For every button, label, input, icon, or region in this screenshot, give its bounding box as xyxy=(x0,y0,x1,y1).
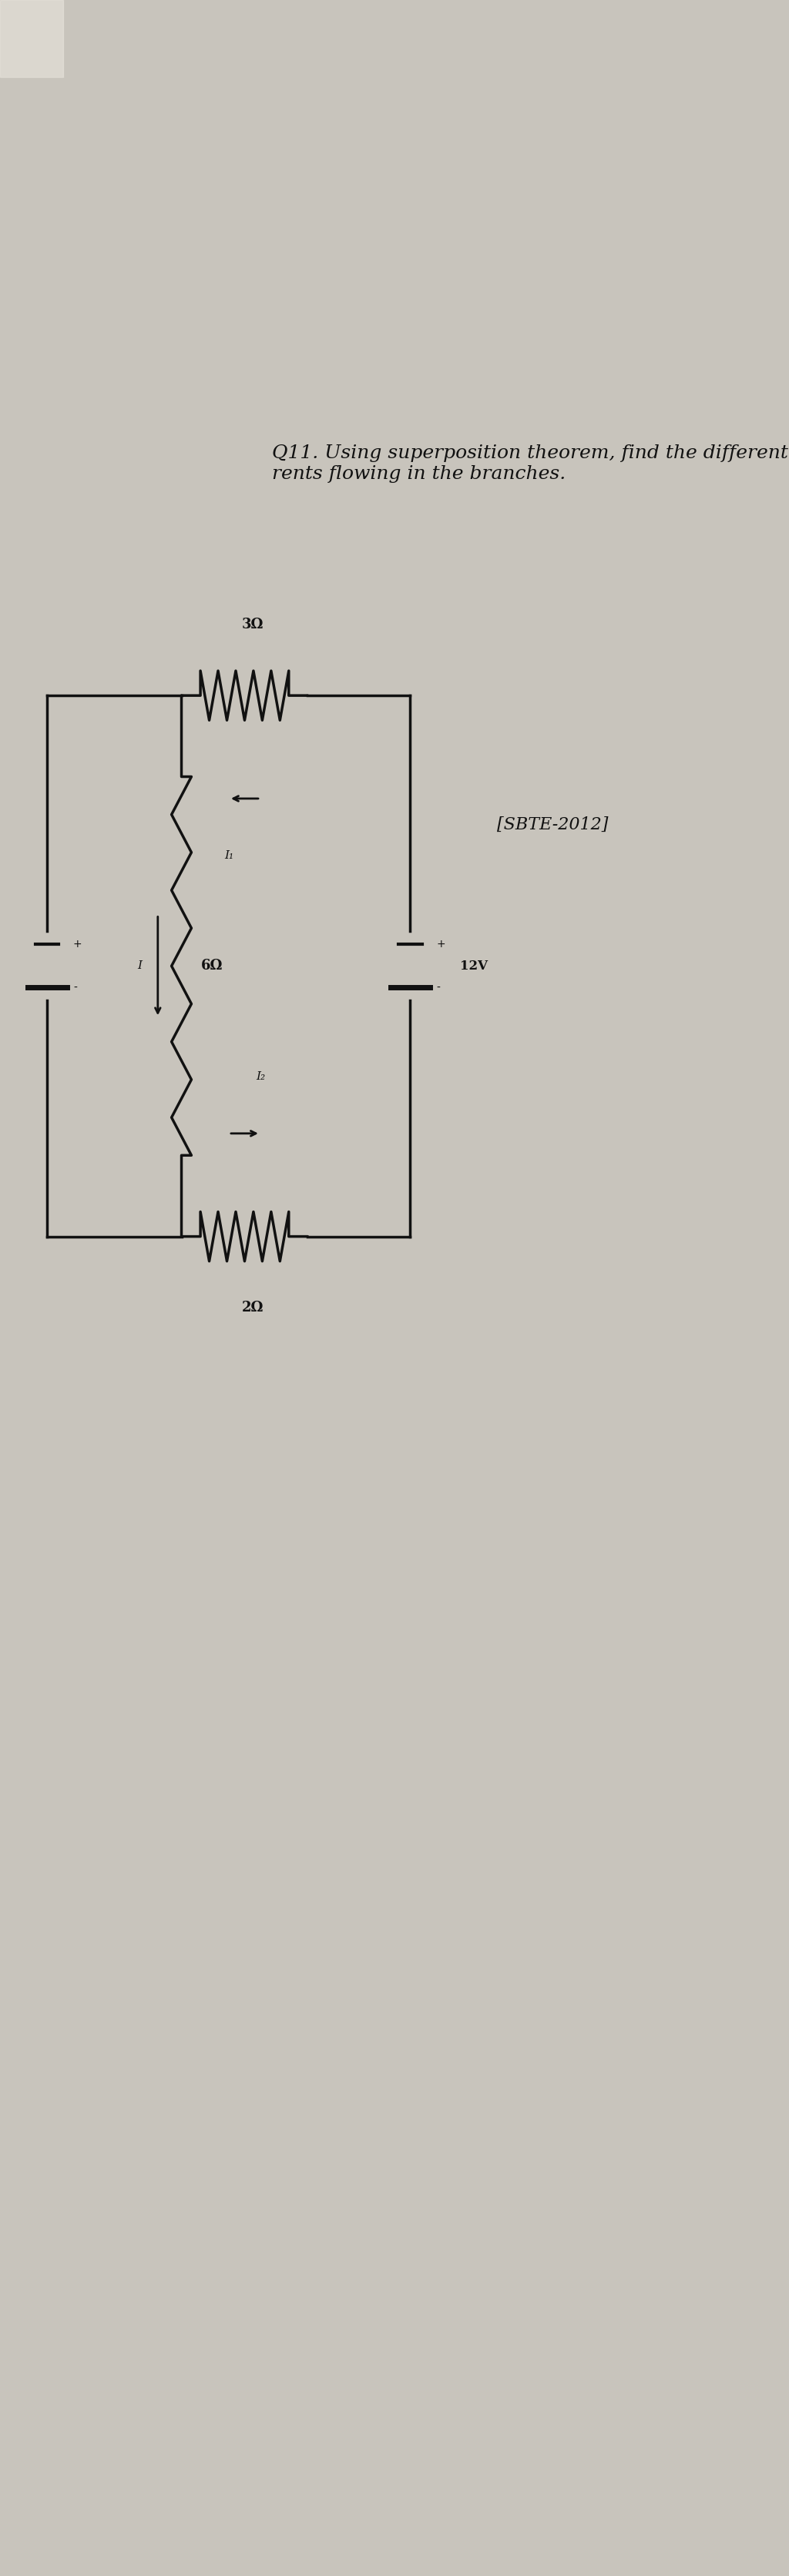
Text: +: + xyxy=(73,940,82,951)
Text: 3Ω: 3Ω xyxy=(241,618,264,631)
Text: -: - xyxy=(436,981,440,992)
Text: I₁: I₁ xyxy=(224,850,234,860)
Text: +: + xyxy=(436,940,445,951)
Text: -: - xyxy=(73,981,77,992)
Text: 2Ω: 2Ω xyxy=(241,1301,264,1314)
Text: 12V: 12V xyxy=(460,958,488,974)
Text: I₂: I₂ xyxy=(256,1072,265,1082)
Text: Q11. Using superposition theorem, find the different cur-
rents flowing in the b: Q11. Using superposition theorem, find t… xyxy=(271,446,789,482)
Text: 6Ω: 6Ω xyxy=(201,958,223,974)
Text: [SBTE-2012]: [SBTE-2012] xyxy=(497,817,608,832)
Text: I: I xyxy=(137,961,142,971)
